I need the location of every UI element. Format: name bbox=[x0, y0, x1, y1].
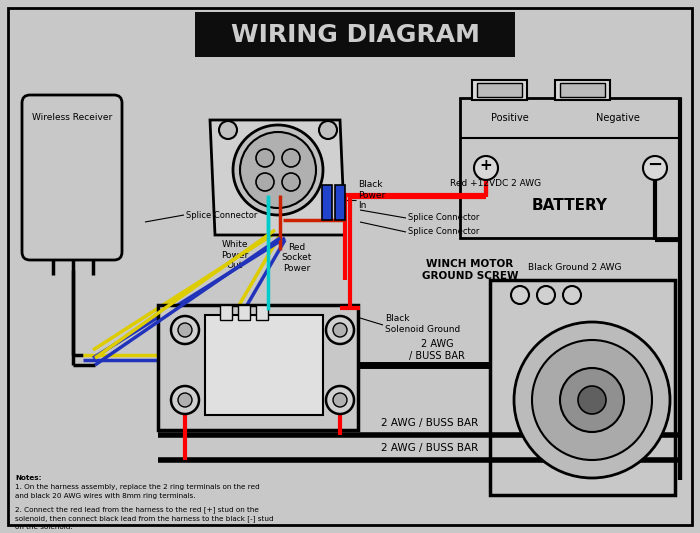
Circle shape bbox=[537, 286, 555, 304]
Text: on the solenoid.: on the solenoid. bbox=[15, 524, 73, 530]
Text: WINCH MOTOR
GROUND SCREW: WINCH MOTOR GROUND SCREW bbox=[421, 259, 518, 281]
Text: BATTERY: BATTERY bbox=[532, 198, 608, 213]
Text: Splice Connector: Splice Connector bbox=[408, 228, 480, 237]
Circle shape bbox=[178, 323, 192, 337]
Bar bbox=[205, 315, 323, 415]
Text: Positive: Positive bbox=[491, 113, 529, 123]
Circle shape bbox=[532, 340, 652, 460]
Circle shape bbox=[240, 132, 316, 208]
Circle shape bbox=[319, 121, 337, 139]
Text: Black
Solenoid Ground: Black Solenoid Ground bbox=[385, 314, 461, 334]
Text: Black
Power
In: Black Power In bbox=[358, 180, 385, 210]
Circle shape bbox=[563, 286, 581, 304]
Circle shape bbox=[282, 173, 300, 191]
Circle shape bbox=[511, 286, 529, 304]
Bar bbox=[560, 83, 605, 97]
Circle shape bbox=[326, 316, 354, 344]
Bar bbox=[322, 185, 332, 220]
Text: Wireless Receiver: Wireless Receiver bbox=[32, 114, 112, 123]
Text: Red +12VDC 2 AWG: Red +12VDC 2 AWG bbox=[450, 179, 541, 188]
Bar bbox=[477, 83, 522, 97]
Text: Negative: Negative bbox=[596, 113, 640, 123]
Text: White
Power
Out: White Power Out bbox=[221, 240, 248, 270]
Circle shape bbox=[256, 173, 274, 191]
Bar bbox=[490, 280, 675, 495]
Circle shape bbox=[474, 156, 498, 180]
Bar bbox=[256, 305, 268, 320]
Bar bbox=[158, 305, 358, 430]
Text: 1. On the harness assembly, replace the 2 ring terminals on the red: 1. On the harness assembly, replace the … bbox=[15, 484, 260, 490]
Circle shape bbox=[514, 322, 670, 478]
Text: Splice Connector: Splice Connector bbox=[186, 211, 258, 220]
Bar bbox=[220, 305, 232, 320]
Circle shape bbox=[171, 316, 199, 344]
Text: solenoid, then connect black lead from the harness to the black [-] stud: solenoid, then connect black lead from t… bbox=[15, 515, 274, 522]
Circle shape bbox=[178, 393, 192, 407]
Circle shape bbox=[219, 121, 237, 139]
Text: Black Ground 2 AWG: Black Ground 2 AWG bbox=[528, 263, 622, 272]
Circle shape bbox=[256, 149, 274, 167]
Text: 2. Connect the red lead from the harness to the red [+] stud on the: 2. Connect the red lead from the harness… bbox=[15, 506, 259, 513]
Bar bbox=[195, 12, 515, 57]
Text: and black 20 AWG wires with 8mm ring terminals.: and black 20 AWG wires with 8mm ring ter… bbox=[15, 493, 195, 499]
Text: −: − bbox=[648, 156, 663, 174]
Circle shape bbox=[326, 386, 354, 414]
Circle shape bbox=[282, 149, 300, 167]
Text: +: + bbox=[480, 157, 492, 173]
Circle shape bbox=[333, 323, 347, 337]
Circle shape bbox=[333, 393, 347, 407]
Bar bbox=[555, 80, 610, 100]
Circle shape bbox=[578, 386, 606, 414]
Text: WIRING DIAGRAM: WIRING DIAGRAM bbox=[230, 23, 480, 47]
Bar bbox=[335, 185, 345, 220]
Bar bbox=[460, 98, 680, 238]
Text: 2 AWG
/ BUSS BAR: 2 AWG / BUSS BAR bbox=[409, 339, 465, 361]
Text: Red
Socket
Power: Red Socket Power bbox=[282, 243, 312, 273]
Circle shape bbox=[233, 125, 323, 215]
Bar bbox=[238, 305, 250, 320]
Bar bbox=[472, 80, 527, 100]
Text: Splice Connector: Splice Connector bbox=[408, 214, 480, 222]
Text: Notes:: Notes: bbox=[15, 475, 41, 481]
Circle shape bbox=[560, 368, 624, 432]
Circle shape bbox=[643, 156, 667, 180]
FancyBboxPatch shape bbox=[22, 95, 122, 260]
Text: 2 AWG / BUSS BAR: 2 AWG / BUSS BAR bbox=[382, 418, 479, 428]
Text: 2 AWG / BUSS BAR: 2 AWG / BUSS BAR bbox=[382, 443, 479, 453]
Circle shape bbox=[171, 386, 199, 414]
Polygon shape bbox=[210, 120, 345, 235]
